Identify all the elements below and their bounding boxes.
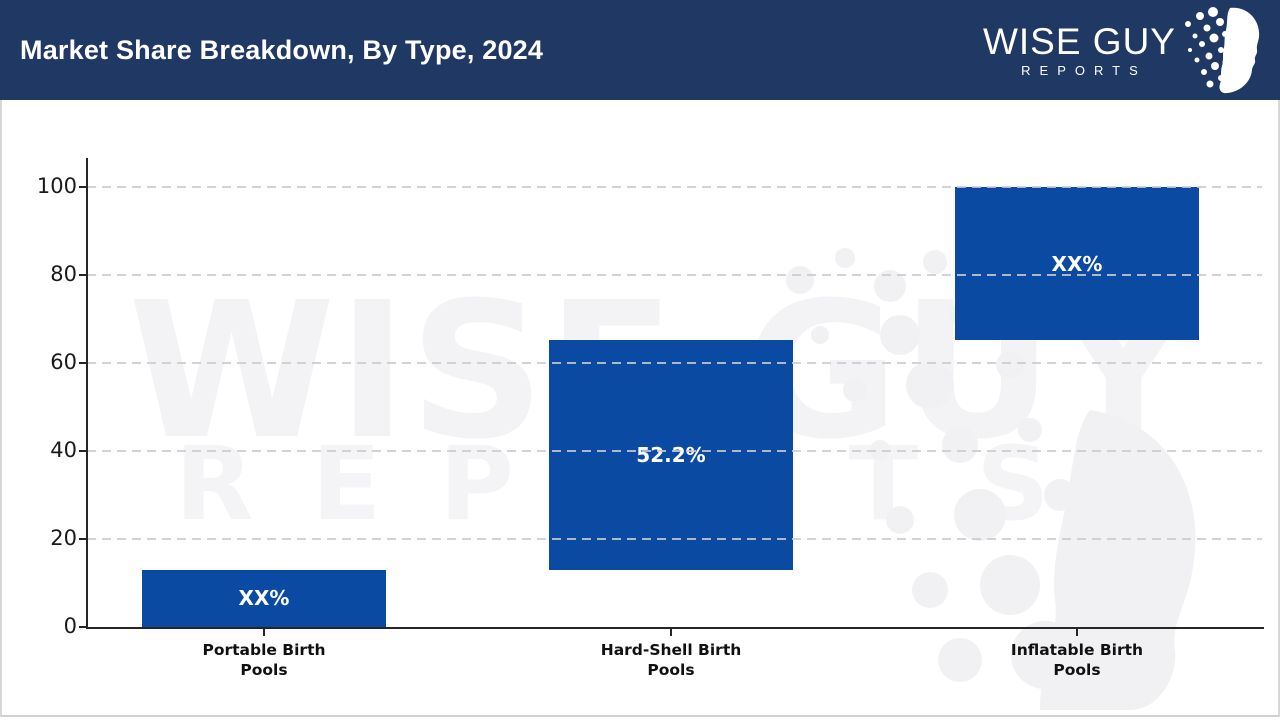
x-axis-line — [86, 627, 1264, 629]
bar-value-label: XX% — [238, 586, 290, 611]
y-tick-mark — [79, 362, 87, 364]
bar-segment: 52.2% — [549, 340, 793, 570]
gridline — [87, 538, 1262, 540]
bar-value-label: 52.2% — [636, 442, 706, 467]
y-axis-line — [86, 158, 88, 629]
y-tick-mark — [79, 626, 87, 628]
wiseguy-logo: WISE GUY REPORTS — [983, 0, 1262, 100]
gridline — [87, 450, 1262, 452]
x-tick-mark — [670, 629, 672, 636]
logo-subtitle: REPORTS — [1021, 62, 1147, 78]
logo-wordmark: WISE GUY — [982, 20, 1176, 62]
y-tick-label: 20 — [50, 526, 77, 550]
logo-text: WISE GUY REPORTS — [982, 20, 1176, 78]
y-tick-mark — [79, 186, 87, 188]
y-tick-label: 40 — [50, 438, 77, 462]
y-tick-mark — [79, 274, 87, 276]
gridline — [87, 274, 1262, 276]
category-label: Portable Birth Pools — [202, 641, 326, 679]
watermark-face-icon — [786, 248, 1196, 710]
y-tick-label: 80 — [50, 262, 77, 286]
category-label: Inflatable Birth Pools — [1010, 641, 1144, 679]
x-tick-mark — [263, 629, 265, 636]
y-tick-mark — [79, 538, 87, 540]
gridline — [87, 362, 1262, 364]
category-label: Hard-Shell Birth Pools — [600, 641, 742, 679]
bar-segment: XX% — [955, 187, 1199, 341]
y-tick-label: 60 — [50, 350, 77, 374]
bar-segment: XX% — [142, 569, 386, 627]
header-bar: Market Share Breakdown, By Type, 2024 WI… — [0, 0, 1280, 100]
page-title: Market Share Breakdown, By Type, 2024 — [20, 34, 544, 65]
y-tick-label: 100 — [36, 174, 77, 198]
bar-value-label: XX% — [1051, 251, 1103, 276]
gridline — [87, 186, 1262, 188]
chart-canvas — [0, 100, 1280, 717]
y-tick-label: 0 — [63, 614, 77, 638]
y-tick-mark — [79, 450, 87, 452]
wiseguy-face-icon — [1185, 7, 1260, 94]
x-tick-mark — [1076, 629, 1078, 636]
